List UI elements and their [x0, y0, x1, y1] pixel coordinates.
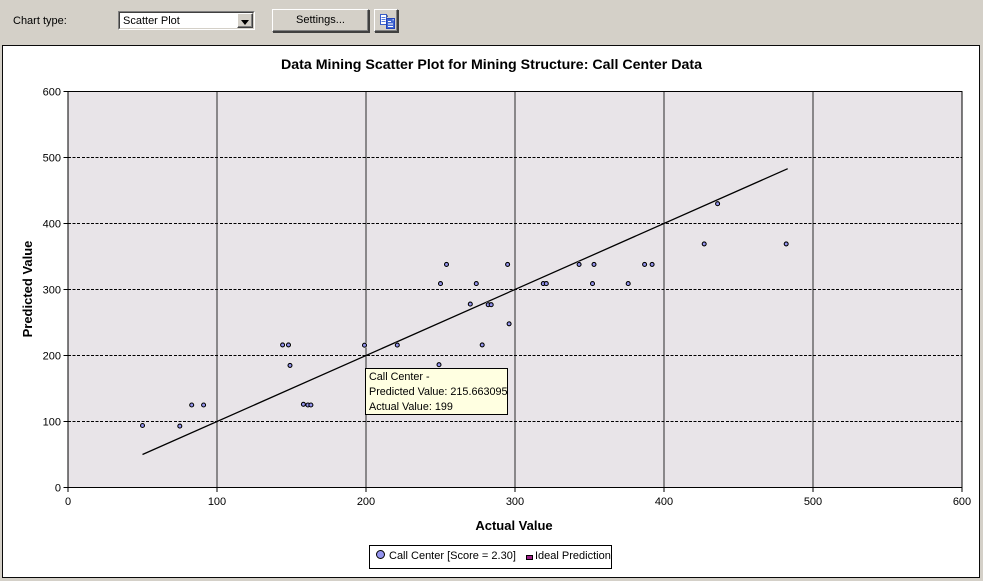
svg-text:400: 400 — [655, 496, 673, 508]
svg-text:100: 100 — [208, 496, 226, 508]
svg-text:0: 0 — [65, 496, 71, 508]
svg-text:300: 300 — [506, 496, 524, 508]
svg-text:600: 600 — [953, 496, 971, 508]
svg-text:600: 600 — [43, 87, 61, 99]
svg-text:200: 200 — [357, 496, 375, 508]
svg-text:100: 100 — [43, 417, 61, 429]
svg-text:Actual Value: Actual Value — [475, 518, 552, 533]
svg-text:0: 0 — [55, 483, 61, 495]
svg-text:400: 400 — [43, 219, 61, 231]
svg-text:Predicted Value: Predicted Value — [20, 241, 35, 338]
svg-text:500: 500 — [43, 153, 61, 165]
svg-text:500: 500 — [804, 496, 822, 508]
svg-text:300: 300 — [43, 285, 61, 297]
svg-text:200: 200 — [43, 351, 61, 363]
